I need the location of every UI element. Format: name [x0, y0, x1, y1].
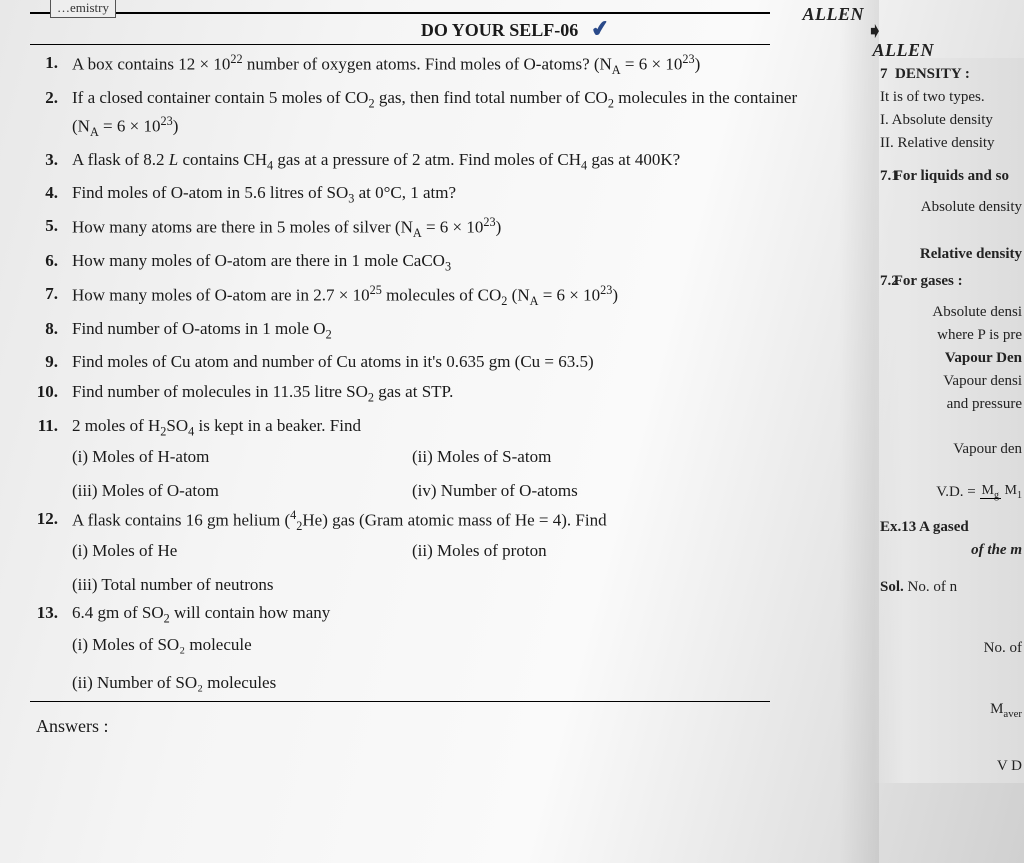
- page-root: …emistry ALLEN ➧ ALLEN DO YOUR SELF-06 ✔…: [0, 0, 1024, 863]
- question-11: 11.2 moles of H2SO4 is kept in a beaker.…: [30, 414, 810, 441]
- q-text: Find moles of Cu atom and number of Cu a…: [72, 350, 810, 375]
- section-header: DO YOUR SELF-06 ✔: [30, 16, 800, 42]
- density-line: It is of two types.: [880, 87, 1022, 108]
- q-num: 11.: [30, 414, 72, 439]
- q-text: How many atoms are there in 5 moles of s…: [72, 214, 810, 243]
- right-line: where P is pre: [880, 325, 1022, 346]
- sub-item: (i) Moles of H-atom: [72, 447, 412, 467]
- example-label: Ex.13 A gased: [880, 517, 1022, 538]
- question-1: 1.A box contains 12 × 1022 number of oxy…: [30, 51, 810, 80]
- q11-subs: (i) Moles of H-atom (ii) Moles of S-atom…: [72, 447, 810, 501]
- sec-title: For liquids and so: [894, 168, 1009, 184]
- q-text: A flask contains 16 gm helium (42He) gas…: [72, 507, 810, 536]
- question-8: 8.Find number of O-atoms in 1 mole O2: [30, 317, 810, 344]
- sub-item: (iv) Number of O-atoms: [412, 481, 752, 501]
- q-num: 1.: [30, 51, 72, 76]
- q-num: 10.: [30, 380, 72, 405]
- q-text: How many moles of O-atom are there in 1 …: [72, 249, 810, 276]
- q-num: 12.: [30, 507, 72, 532]
- sub-item: [412, 575, 752, 595]
- right-line: Absolute density: [880, 197, 1022, 218]
- density-line: II. Relative density: [880, 133, 1022, 154]
- q-text: A box contains 12 × 1022 number of oxyge…: [72, 51, 810, 80]
- rule-bottom: [30, 701, 770, 702]
- top-cut-label: …emistry: [50, 0, 116, 18]
- q-text: 6.4 gm of SO2 will contain how many: [72, 601, 810, 628]
- sub-item: (ii) Moles of S-atom: [412, 447, 752, 467]
- sub-item: (ii) Moles of proton: [412, 541, 752, 561]
- q12-subs: (i) Moles of He (ii) Moles of proton (ii…: [72, 541, 810, 595]
- question-7: 7.How many moles of O-atom are in 2.7 × …: [30, 282, 810, 311]
- sub-item: [412, 673, 752, 693]
- vd-label: V.D. =: [936, 484, 975, 500]
- sec-num: 7: [880, 66, 888, 82]
- section-title-text: DO YOUR SELF-06: [421, 20, 578, 40]
- right-line: Relative density: [880, 244, 1022, 265]
- brand-logo-top: ALLEN: [802, 4, 864, 25]
- question-3: 3.A flask of 8.2 L contains CH4 gas at a…: [30, 148, 810, 175]
- q-text: 2 moles of H2SO4 is kept in a beaker. Fi…: [72, 414, 810, 441]
- q-text: Find number of O-atoms in 1 mole O2: [72, 317, 810, 344]
- density-line: I. Absolute density: [880, 110, 1022, 131]
- vd-bot: M: [1005, 483, 1017, 498]
- sol-line: No. of n: [908, 579, 958, 595]
- question-4: 4.Find moles of O-atom in 5.6 litres of …: [30, 181, 810, 208]
- q-num: 2.: [30, 86, 72, 111]
- sol-label: Sol.: [880, 579, 904, 595]
- q-text: Find moles of O-atom in 5.6 litres of SO…: [72, 181, 810, 208]
- maver-sub: aver: [1003, 708, 1022, 720]
- maver: Maver: [880, 699, 1022, 722]
- q-num: 9.: [30, 350, 72, 375]
- question-13: 13.6.4 gm of SO2 will contain how many: [30, 601, 810, 628]
- rule-thin: [30, 44, 770, 45]
- q-num: 6.: [30, 249, 72, 274]
- right-line: Vapour den: [880, 439, 1022, 460]
- q-num: 4.: [30, 181, 72, 206]
- sec-title: For gases :: [894, 273, 963, 289]
- vd-formula: V.D. = Mg M1: [880, 482, 1022, 503]
- density-header: DENSITY :: [895, 66, 970, 82]
- maver-sym: M: [990, 701, 1003, 717]
- right-line: Vapour Den: [880, 348, 1022, 369]
- q-num: 13.: [30, 601, 72, 626]
- section-title: DO YOUR SELF-06 ✔: [30, 16, 800, 42]
- checkmark-icon: ✔: [589, 15, 611, 43]
- question-5: 5.How many atoms are there in 5 moles of…: [30, 214, 810, 243]
- sub-item: (iii) Total number of neutrons: [72, 575, 412, 595]
- q-num: 7.: [30, 282, 72, 307]
- right-line: and pressure: [880, 394, 1022, 415]
- example-line: of the m: [880, 540, 1022, 561]
- fraction-icon: Mg M1: [980, 484, 1023, 501]
- q-text: How many moles of O-atom are in 2.7 × 10…: [72, 282, 810, 311]
- right-cut-column: 7 DENSITY : It is of two types. I. Absol…: [874, 58, 1024, 783]
- right-line: Vapour densi: [880, 371, 1022, 392]
- question-2: 2.If a closed container contain 5 moles …: [30, 86, 810, 142]
- sec-num: 7.2: [880, 271, 890, 292]
- q-text: If a closed container contain 5 moles of…: [72, 86, 810, 142]
- sec-num: 7.1: [880, 166, 890, 187]
- sub-item: (i) Moles of SO₂ molecule: [72, 635, 412, 655]
- question-10: 10.Find number of molecules in 11.35 lit…: [30, 380, 810, 407]
- question-6: 6.How many moles of O-atom are there in …: [30, 249, 810, 276]
- question-9: 9.Find moles of Cu atom and number of Cu…: [30, 350, 810, 375]
- vd-end: V D: [880, 756, 1022, 777]
- q-text: A flask of 8.2 L contains CH4 gas at a p…: [72, 148, 810, 175]
- q-num: 5.: [30, 214, 72, 239]
- vd-top: M: [982, 483, 994, 498]
- question-12: 12.A flask contains 16 gm helium (42He) …: [30, 507, 810, 536]
- rule-top: [30, 12, 770, 14]
- sol-line: No. of: [880, 638, 1022, 659]
- right-line: Absolute densi: [880, 302, 1022, 323]
- sub-item: (iii) Moles of O-atom: [72, 481, 412, 501]
- question-list: 1.A box contains 12 × 1022 number of oxy…: [30, 51, 810, 693]
- q-text: Find number of molecules in 11.35 litre …: [72, 380, 810, 407]
- q13-subs: (i) Moles of SO₂ molecule (ii) Number of…: [72, 635, 810, 693]
- sub-item: (ii) Number of SO₂ molecules: [72, 673, 412, 693]
- sub-item: (i) Moles of He: [72, 541, 412, 561]
- q-num: 8.: [30, 317, 72, 342]
- sub-item: [412, 635, 752, 655]
- q-num: 3.: [30, 148, 72, 173]
